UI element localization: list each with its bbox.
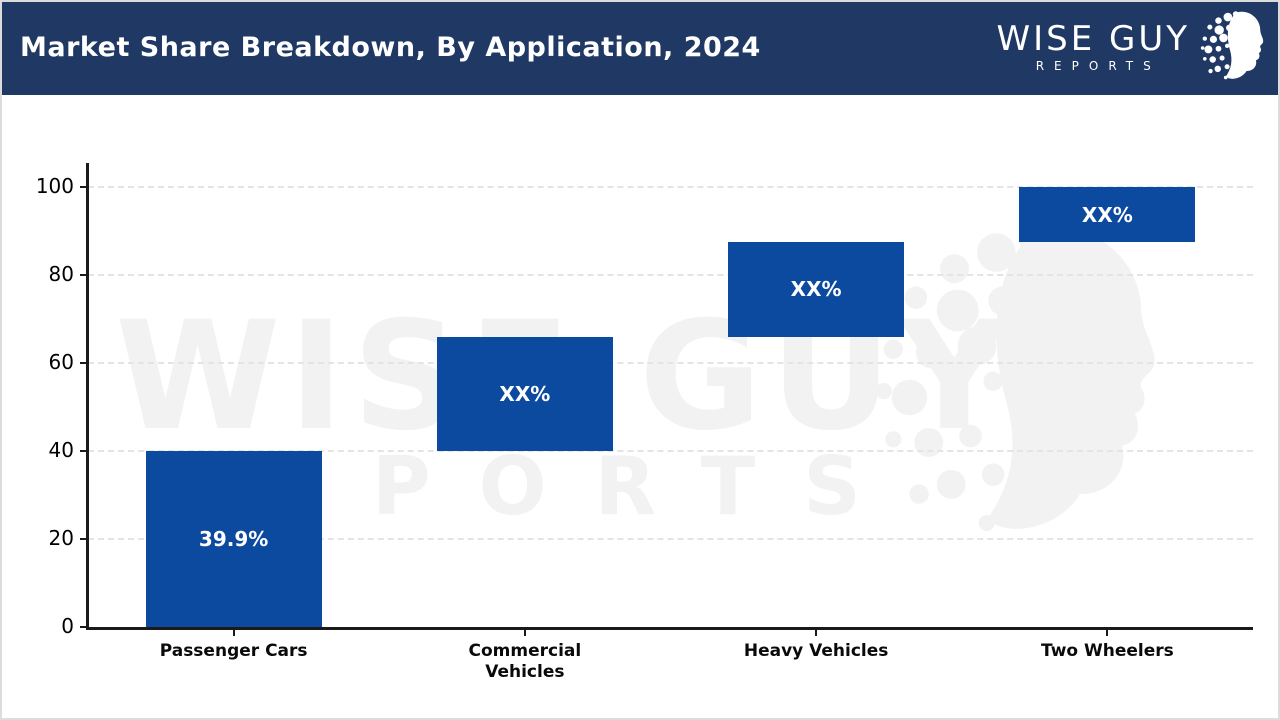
gridline-60 bbox=[88, 362, 1253, 364]
watermark-text-bottom: PORTS bbox=[372, 440, 909, 533]
y-axis-tick bbox=[80, 626, 88, 628]
gridline-40 bbox=[88, 450, 1253, 452]
y-tick-label: 20 bbox=[48, 526, 74, 550]
gridline-100 bbox=[88, 186, 1253, 188]
bar-value-label: 39.9% bbox=[198, 527, 269, 552]
bar-value-label: XX% bbox=[1081, 202, 1133, 227]
wise-guy-reports-logo: WISE GUY REPORTS bbox=[996, 8, 1280, 88]
y-tick-label: 60 bbox=[48, 350, 74, 374]
header-bar: Market Share Breakdown, By Application, … bbox=[0, 0, 1280, 95]
y-axis-tick bbox=[80, 186, 88, 188]
gridline-80 bbox=[88, 274, 1253, 276]
x-axis-tick bbox=[232, 629, 235, 636]
x-axis-tick bbox=[523, 629, 526, 636]
waterfall-chart: WISE GUY PORTS 0 20 40 60 80 100 39.9% Passenge… bbox=[0, 95, 1280, 720]
watermark-head-icon bbox=[875, 226, 1155, 532]
category-label-heavy-vehicles: Heavy Vehicles bbox=[743, 641, 889, 661]
category-label-two-wheelers: Two Wheelers bbox=[1040, 641, 1174, 661]
y-axis-tick bbox=[80, 362, 88, 364]
category-label-commercial-vehicles: Commercial Vehicles bbox=[468, 641, 582, 682]
x-axis-line bbox=[86, 627, 1253, 630]
x-axis-tick bbox=[815, 629, 818, 636]
logo-head-icon bbox=[1200, 10, 1264, 79]
logo-subtitle: REPORTS bbox=[1035, 59, 1161, 73]
bar-value-label: XX% bbox=[790, 277, 842, 302]
page-title: Market Share Breakdown, By Application, … bbox=[20, 32, 761, 63]
bar-value-label: XX% bbox=[499, 381, 551, 406]
logo-wordmark: WISE GUY bbox=[996, 19, 1190, 59]
y-axis-tick bbox=[80, 450, 88, 452]
category-label-passenger-cars: Passenger Cars bbox=[159, 641, 308, 661]
bar-two-wheelers: XX% bbox=[1019, 187, 1196, 242]
y-tick-label: 40 bbox=[48, 438, 74, 462]
bar-passenger-cars: 39.9% bbox=[145, 451, 322, 627]
y-axis-line bbox=[86, 163, 89, 629]
y-axis-tick bbox=[80, 538, 88, 540]
y-axis-tick bbox=[80, 274, 88, 276]
x-axis-tick bbox=[1106, 629, 1109, 636]
y-tick-label: 100 bbox=[35, 174, 74, 198]
bar-commercial-vehicles: XX% bbox=[436, 336, 613, 451]
y-tick-label: 80 bbox=[48, 262, 74, 286]
bar-heavy-vehicles: XX% bbox=[728, 242, 905, 337]
y-tick-label: 0 bbox=[61, 614, 74, 638]
gridline-20 bbox=[88, 538, 1253, 540]
